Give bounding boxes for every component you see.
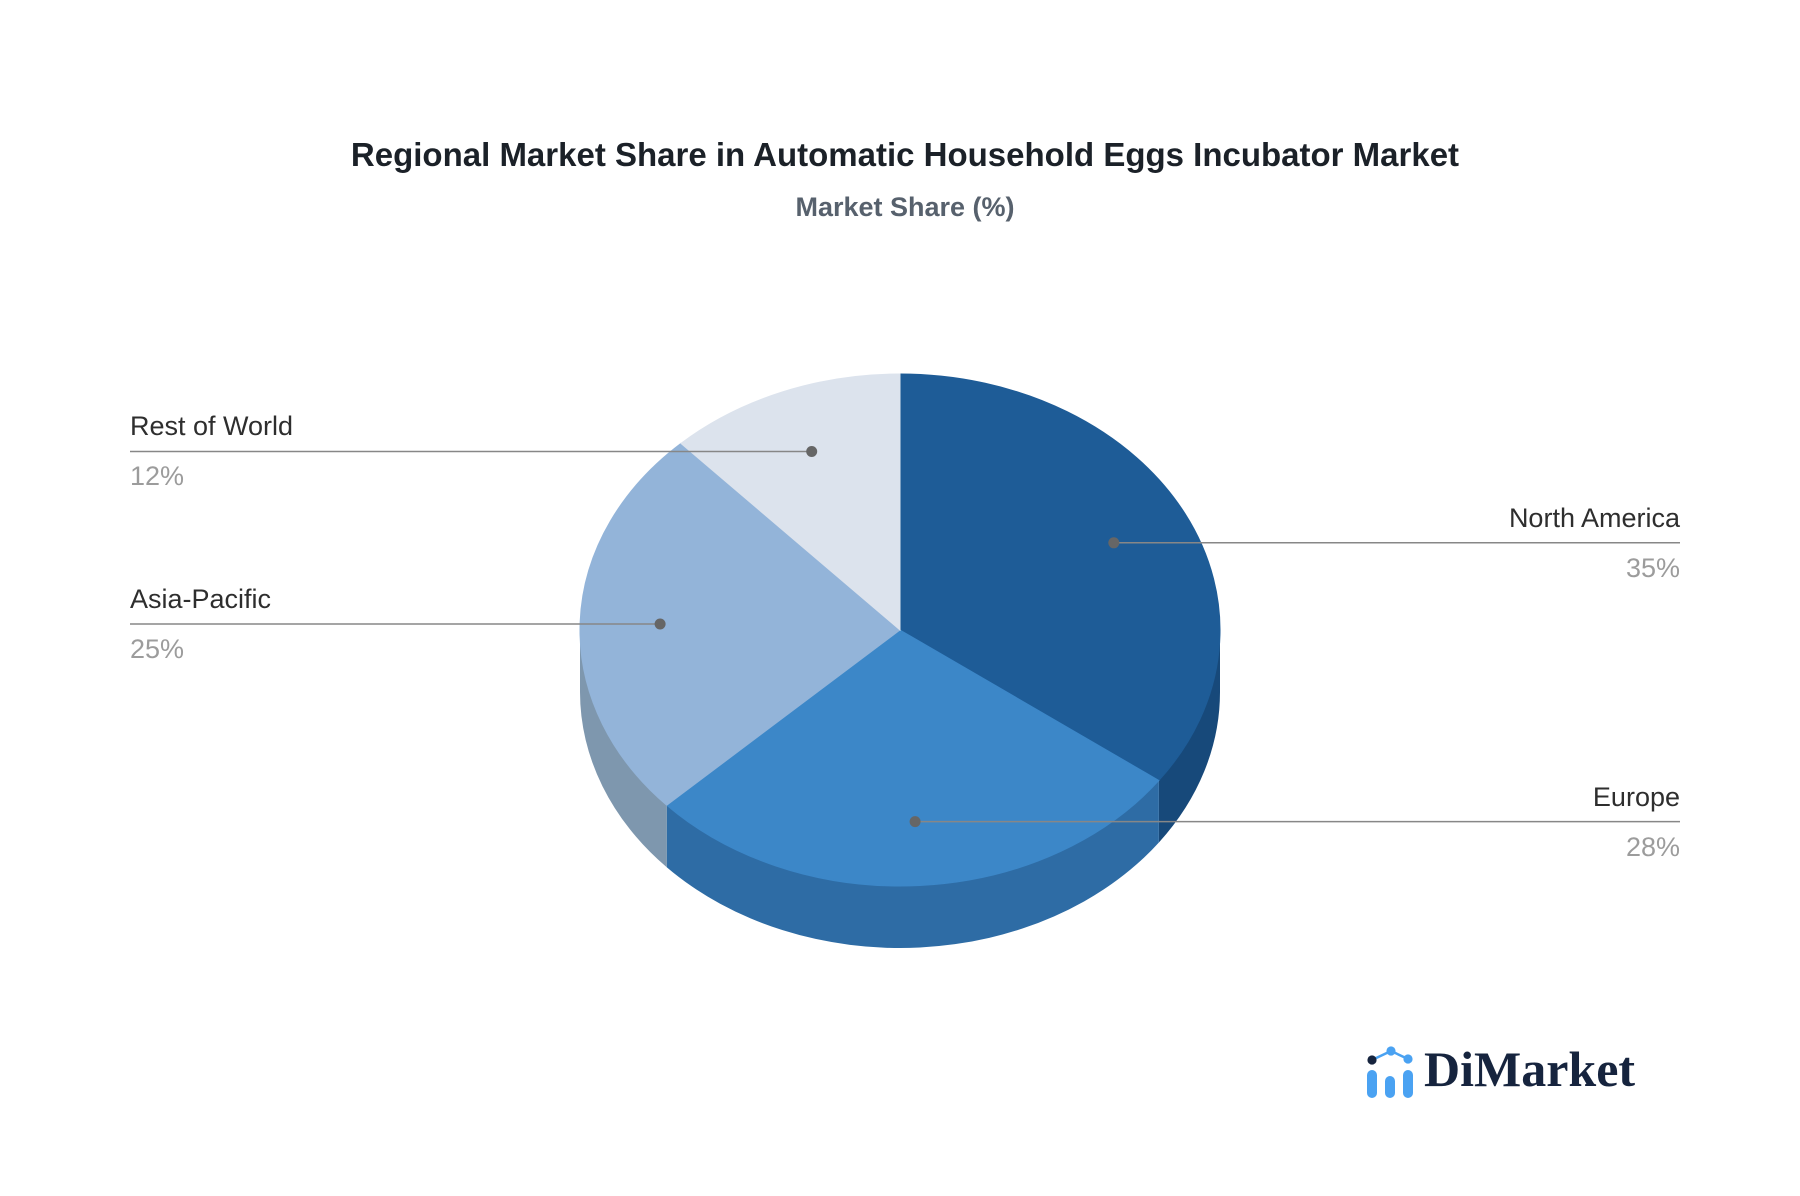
callout-name: Rest of World: [130, 411, 294, 441]
pie-slice-north-america[interactable]: [899, 373, 1221, 782]
chart-subtitle: Market Share (%): [795, 192, 1015, 222]
callout-name: North America: [1508, 503, 1680, 533]
brand-logo: DiMarket: [1363, 1038, 1635, 1100]
callout-dot: [909, 816, 921, 828]
callout-dot: [654, 618, 666, 630]
callout-pct: 28%: [1625, 832, 1680, 862]
callout-name: Europe: [1592, 782, 1680, 812]
callout-pct: 12%: [130, 461, 185, 491]
callout-pct: 35%: [1625, 553, 1680, 583]
pie-slice-side-europe: [666, 780, 1159, 948]
pie-slice-rest-of-world[interactable]: [680, 373, 901, 632]
pie-slice-side-north-america: [1158, 630, 1220, 843]
chart-title: Regional Market Share in Automatic House…: [350, 136, 1460, 173]
pie-slice-side-asia-pacific: [580, 630, 667, 868]
pie-slice-asia-pacific[interactable]: [579, 442, 901, 806]
callout-name: Asia-Pacific: [130, 584, 272, 614]
callout-pct: 25%: [130, 634, 185, 664]
callout-dot: [806, 446, 818, 457]
brand-logo-text: DiMarket: [1424, 1041, 1636, 1097]
bar-chart-trend-icon: [1367, 1046, 1413, 1098]
callout-dot: [1108, 537, 1120, 549]
